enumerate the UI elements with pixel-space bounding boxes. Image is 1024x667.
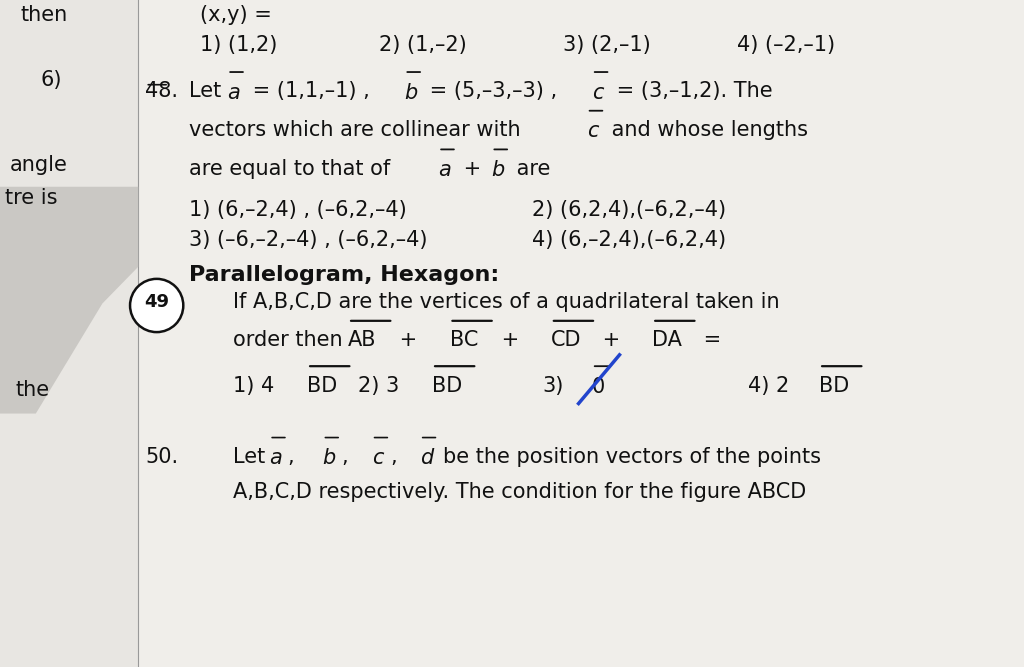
- Polygon shape: [0, 187, 138, 414]
- Ellipse shape: [130, 279, 183, 332]
- Text: a: a: [438, 160, 451, 180]
- Text: 6): 6): [41, 70, 62, 90]
- Text: If A,B,C,D are the vertices of a quadrilateral taken in: If A,B,C,D are the vertices of a quadril…: [233, 292, 780, 312]
- Text: Parallelogram, Hexagon:: Parallelogram, Hexagon:: [189, 265, 500, 285]
- Text: are: are: [510, 159, 550, 179]
- Text: 49: 49: [144, 293, 169, 311]
- Text: = (5,–3,–3) ,: = (5,–3,–3) ,: [423, 81, 557, 101]
- Text: A,B,C,D respectively. The condition for the figure ABCD: A,B,C,D respectively. The condition for …: [233, 482, 807, 502]
- Text: 50.: 50.: [145, 447, 178, 467]
- Text: BD: BD: [307, 376, 338, 396]
- Text: = (1,1,–1) ,: = (1,1,–1) ,: [246, 81, 370, 101]
- Text: = (3,–1,2). The: = (3,–1,2). The: [610, 81, 773, 101]
- Text: BD: BD: [819, 376, 850, 396]
- Text: b: b: [323, 448, 336, 468]
- Text: +: +: [495, 330, 525, 350]
- Text: 0: 0: [592, 377, 605, 397]
- Text: b: b: [492, 160, 505, 180]
- Text: 2) 3: 2) 3: [358, 376, 399, 396]
- Text: c: c: [592, 83, 603, 103]
- Text: +: +: [596, 330, 627, 350]
- Text: and whose lengths: and whose lengths: [605, 120, 808, 140]
- Text: DA: DA: [652, 330, 682, 350]
- Text: Let: Let: [233, 447, 265, 467]
- Text: =: =: [697, 330, 722, 350]
- Bar: [138, 0, 1024, 667]
- Text: BC: BC: [450, 330, 478, 350]
- Text: angle: angle: [10, 155, 69, 175]
- Text: CD: CD: [551, 330, 582, 350]
- Text: 2) (1,–2): 2) (1,–2): [379, 35, 467, 55]
- Text: Let: Let: [189, 81, 228, 101]
- Text: be the position vectors of the points: be the position vectors of the points: [443, 447, 821, 467]
- Text: 3) (2,–1): 3) (2,–1): [563, 35, 651, 55]
- Text: the: the: [15, 380, 49, 400]
- Text: 2) (6,2,4),(–6,2,–4): 2) (6,2,4),(–6,2,–4): [532, 200, 727, 220]
- Text: 4) (–2,–1): 4) (–2,–1): [737, 35, 836, 55]
- Text: order then: order then: [233, 330, 343, 350]
- Text: AB: AB: [348, 330, 377, 350]
- Text: c: c: [587, 121, 598, 141]
- Text: vectors which are collinear with: vectors which are collinear with: [189, 120, 521, 140]
- Text: 3) (–6,–2,–4) , (–6,2,–4): 3) (–6,–2,–4) , (–6,2,–4): [189, 230, 428, 250]
- Text: 1) (1,2): 1) (1,2): [200, 35, 278, 55]
- Text: ,: ,: [341, 447, 347, 467]
- Text: a: a: [269, 448, 282, 468]
- Text: then: then: [20, 5, 68, 25]
- Text: a: a: [227, 83, 240, 103]
- Text: ,: ,: [390, 447, 396, 467]
- Text: 3): 3): [543, 376, 564, 396]
- Text: 4) (6,–2,4),(–6,2,4): 4) (6,–2,4),(–6,2,4): [532, 230, 727, 250]
- Text: 48.: 48.: [145, 81, 178, 101]
- Text: d: d: [420, 448, 433, 468]
- Text: tre is: tre is: [5, 188, 57, 208]
- Text: +: +: [457, 159, 487, 179]
- Text: 4) 2: 4) 2: [748, 376, 788, 396]
- Text: c: c: [372, 448, 383, 468]
- Text: (x,y) =: (x,y) =: [200, 5, 271, 25]
- Text: b: b: [404, 83, 418, 103]
- Text: ,: ,: [288, 447, 294, 467]
- Text: BD: BD: [432, 376, 463, 396]
- Text: 1) 4: 1) 4: [233, 376, 274, 396]
- Text: 1) (6,–2,4) , (–6,2,–4): 1) (6,–2,4) , (–6,2,–4): [189, 200, 408, 220]
- Text: are equal to that of: are equal to that of: [189, 159, 391, 179]
- Text: +: +: [393, 330, 424, 350]
